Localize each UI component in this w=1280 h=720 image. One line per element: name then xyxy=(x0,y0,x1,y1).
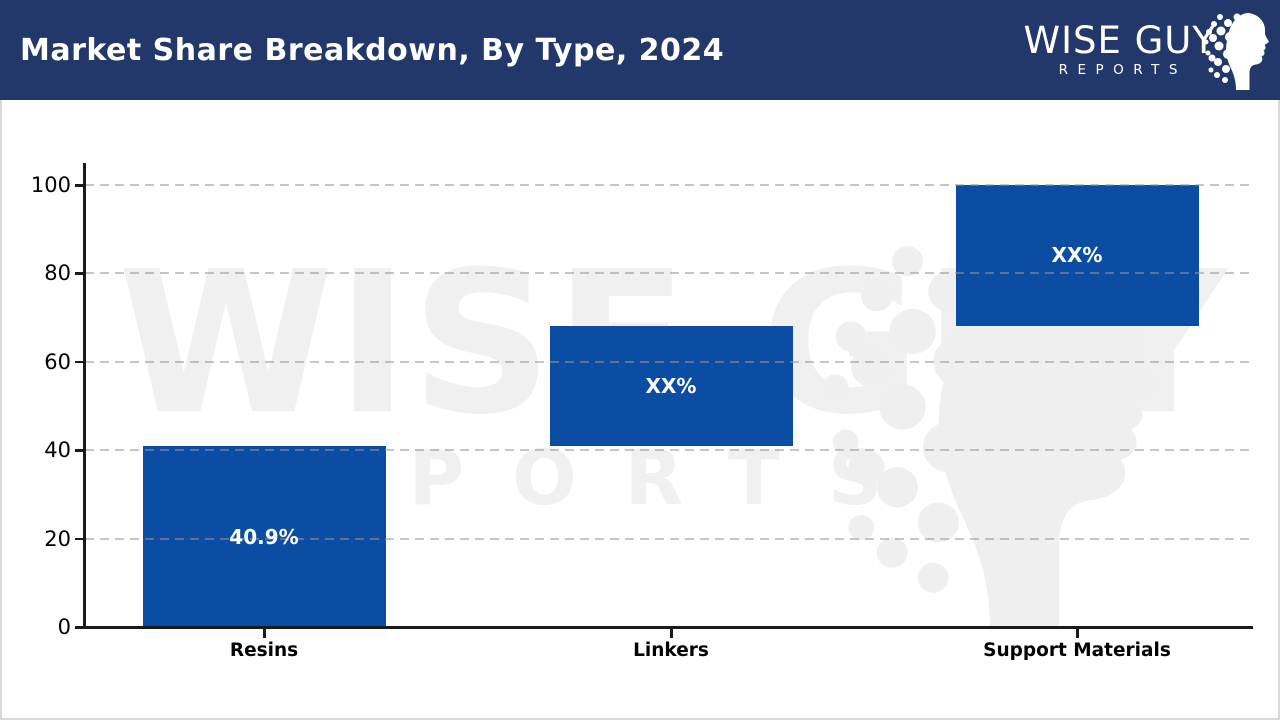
gridline-100 xyxy=(85,184,1253,186)
bar-value-label-support-materials: XX% xyxy=(1051,243,1103,268)
y-tick-label-100: 100 xyxy=(30,173,71,197)
x-category-label-resins: Resins xyxy=(229,640,299,661)
y-tick-label-40: 40 xyxy=(44,438,71,463)
y-tick-label-20: 20 xyxy=(44,526,71,551)
x-category-label-support-materials: Support Materials xyxy=(983,640,1171,661)
x-tick-support-materials xyxy=(1076,629,1079,638)
x-tick-resins xyxy=(263,629,266,638)
x-category-label-linkers: Linkers xyxy=(633,640,709,661)
logo-text: WISE GUY REPORTS xyxy=(1024,22,1216,78)
y-axis-line xyxy=(83,163,86,629)
x-axis-line xyxy=(83,626,1253,629)
y-tick-100 xyxy=(75,184,85,187)
y-tick-label-0: 0 xyxy=(57,615,71,639)
chart-title: Market Share Breakdown, By Type, 2024 xyxy=(20,32,725,68)
logo-wordmark: WISE GUY xyxy=(1023,19,1216,62)
y-tick-0 xyxy=(75,626,85,629)
gridline-80 xyxy=(85,272,1253,275)
y-tick-40 xyxy=(75,449,85,452)
y-tick-20 xyxy=(75,537,85,541)
bar-resins xyxy=(142,446,386,627)
bar-support-materials xyxy=(955,185,1199,326)
y-tick-label-80: 80 xyxy=(44,261,71,286)
y-tick-60 xyxy=(75,360,85,364)
bar-value-label-resins: 40.9% xyxy=(229,524,299,549)
bar-linkers xyxy=(549,325,793,447)
gridline-40 xyxy=(85,449,1253,452)
wiseguy-face-icon xyxy=(1203,13,1269,90)
wiseguy-logo: WISE GUY REPORTS xyxy=(1024,6,1272,94)
report-header: Market Share Breakdown, By Type, 2024 WI… xyxy=(0,0,1280,100)
y-tick-label-60: 60 xyxy=(44,349,71,374)
watermark-face-icon xyxy=(822,241,1160,628)
gridline-20 xyxy=(85,537,1253,540)
logo-subtext: REPORTS xyxy=(1058,62,1187,78)
y-tick-80 xyxy=(75,272,85,275)
bar-value-label-linkers: XX% xyxy=(645,373,697,398)
gridline-60 xyxy=(85,360,1253,363)
x-tick-linkers xyxy=(670,629,673,638)
